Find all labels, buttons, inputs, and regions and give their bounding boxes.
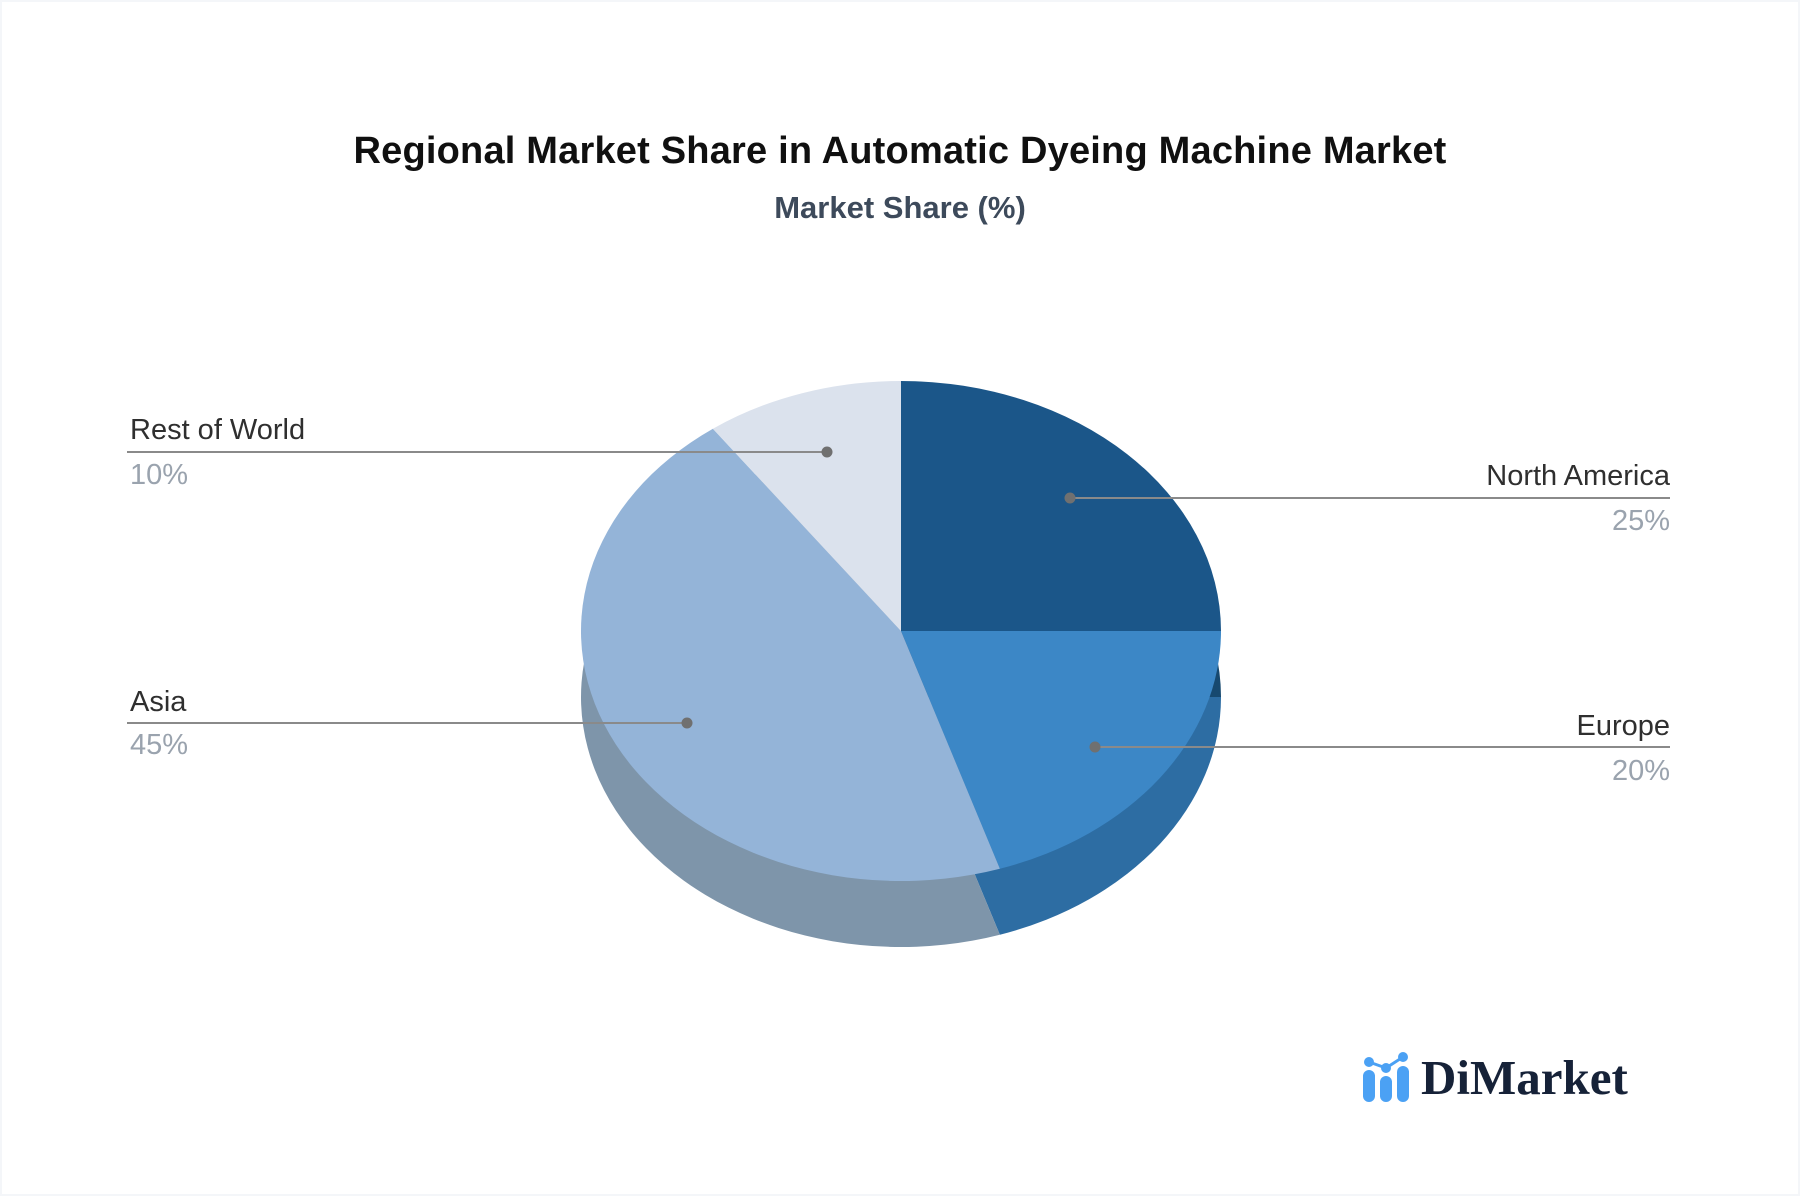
bar-chart-trend-icon: [1363, 1052, 1409, 1102]
chart-title: Regional Market Share in Automatic Dyein…: [353, 130, 1447, 172]
slice-percent-asia: 45%: [130, 729, 189, 761]
chart-subtitle: Market Share (%): [774, 190, 1026, 225]
brand-name: DiMarket: [1421, 1050, 1628, 1105]
slice-label-europe: Europe: [1576, 710, 1670, 742]
slice-label-rest-of-world: Rest of World: [130, 414, 306, 446]
slice-percent-rest-of-world: 10%: [130, 459, 189, 491]
slice-percent-europe: 20%: [1611, 755, 1670, 787]
slice-percent-north-america: 25%: [1611, 505, 1670, 537]
slice-label-north-america: North America: [1486, 460, 1670, 492]
brand-logo: DiMarket: [1363, 1042, 1628, 1102]
slice-label-asia: Asia: [130, 686, 187, 718]
